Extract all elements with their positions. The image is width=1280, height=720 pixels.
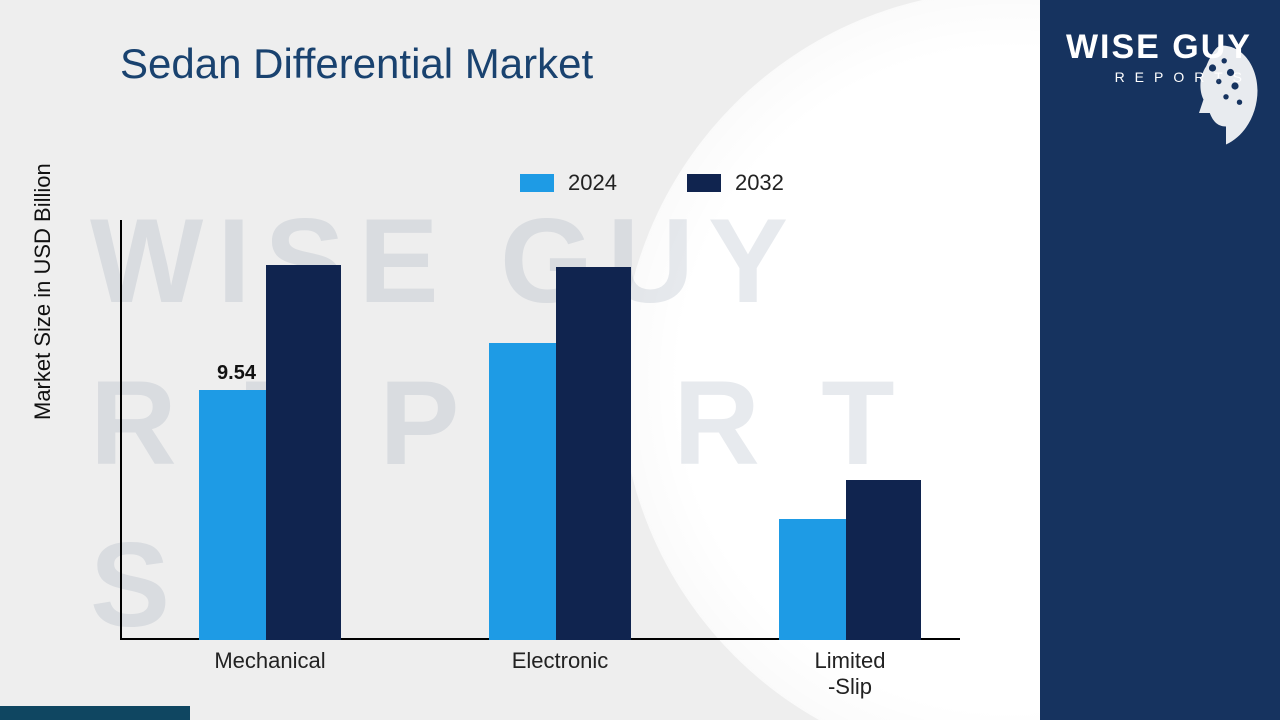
category-label: Mechanical <box>160 648 380 674</box>
chart-plot-area: MechanicalElectronicLimited -Slip9.54 <box>120 220 960 640</box>
chart-title: Sedan Differential Market <box>120 40 593 88</box>
bottom-accent-strip <box>0 706 190 720</box>
legend-swatch-2032 <box>687 174 721 192</box>
category-label: Limited -Slip <box>740 648 960 701</box>
legend-label-2024: 2024 <box>568 170 617 196</box>
right-color-band <box>1040 0 1280 720</box>
legend-label-2032: 2032 <box>735 170 784 196</box>
legend-item-2024: 2024 <box>520 170 617 196</box>
bar-2032 <box>846 480 921 640</box>
bar-2032 <box>556 267 631 640</box>
legend-swatch-2024 <box>520 174 554 192</box>
brand-main-text: WISE GUY <box>1066 28 1252 67</box>
legend-item-2032: 2032 <box>687 170 784 196</box>
bar-2024 <box>489 343 564 640</box>
bar-value-label: 9.54 <box>197 362 277 385</box>
bar-2024 <box>199 390 274 640</box>
bar-2032 <box>266 265 341 640</box>
y-axis-line <box>120 220 122 640</box>
brand-sub-text: REPORTS <box>1066 69 1252 85</box>
bar-2024 <box>779 519 854 640</box>
chart-legend: 2024 2032 <box>520 170 784 196</box>
brand-logo: WISE GUY REPORTS <box>1066 28 1252 85</box>
chart-stage: WISE GUY REPORTS WISE GUY R E P O R T S … <box>0 0 1280 720</box>
y-axis-label: Market Size in USD Billion <box>30 163 56 420</box>
category-label: Electronic <box>450 648 670 674</box>
